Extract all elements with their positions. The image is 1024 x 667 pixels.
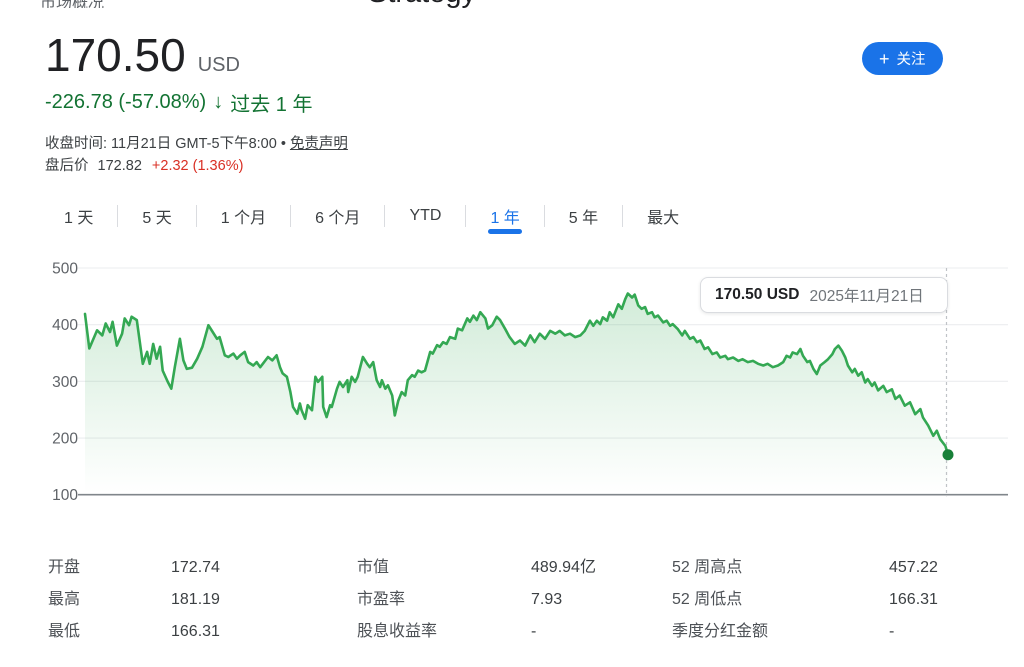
key-stats-table: 开盘 172.74 最高 181.19 最低 166.31 市值 489.94亿市盈率 7.93… <box>0 552 1024 652</box>
stat-label: 52 周低点 <box>672 591 743 608</box>
tab-divider <box>290 205 292 227</box>
tab-divider <box>622 205 624 227</box>
stat-label: 市值 <box>357 559 390 576</box>
y-axis-label: 400 <box>52 317 78 334</box>
time-range-tabs: 1 天 5 天 1 个月 6 个月 YTD 1 年 5 年 最大 <box>40 198 703 234</box>
follow-button-label: 关注 <box>896 52 926 68</box>
tab-divider <box>465 205 467 227</box>
stat-value: 166.31 <box>889 591 938 608</box>
stat-row: 市值 489.94亿 <box>357 552 657 584</box>
stat-row: 最低 166.31 <box>48 616 348 648</box>
stat-label: 最高 <box>48 591 81 608</box>
stat-label: 最低 <box>48 623 81 640</box>
stat-label: 开盘 <box>48 559 81 576</box>
stat-row: 季度分红金额 - <box>672 616 992 648</box>
stat-row: 股息收益率 - <box>357 616 657 648</box>
y-axis-label: 200 <box>52 431 78 448</box>
tab-ytd[interactable]: YTD <box>409 207 442 224</box>
currency-code: USD <box>197 54 240 76</box>
tab-divider <box>195 205 197 227</box>
stat-value: - <box>531 623 537 640</box>
chart-tooltip: 170.50 USD 2025年11月21日 <box>700 277 948 313</box>
tooltip-price: 170.50 USD <box>715 286 800 303</box>
after-hours-label: 盘后价 <box>45 158 89 174</box>
price-line <box>83 292 950 456</box>
clipped-breadcrumb-fragment: 市场概况 <box>40 0 104 8</box>
after-hours-price: 172.82 <box>97 158 142 174</box>
after-hours-change: +2.32 (1.36%) <box>151 158 244 174</box>
stat-value: 172.74 <box>171 559 220 576</box>
tab-1m[interactable]: 1 个月 <box>220 210 267 227</box>
stat-row: 开盘 172.74 <box>48 552 348 584</box>
tab-5y[interactable]: 5 年 <box>568 210 599 227</box>
tab-divider <box>543 205 545 227</box>
price-header: 170.50 USD <box>45 28 240 82</box>
stat-value: 489.94亿 <box>531 559 596 576</box>
tab-max[interactable]: 最大 <box>647 210 680 227</box>
stats-column: 开盘 172.74 最高 181.19 最低 166.31 <box>48 552 348 648</box>
tooltip-date: 2025年11月21日 <box>809 288 924 305</box>
disclaimer-link[interactable]: 免责声明 <box>289 136 348 152</box>
stat-value: 457.22 <box>889 559 938 576</box>
clipped-header-line: 市场概况 Strategy <box>0 0 1024 8</box>
tab-divider <box>384 205 386 227</box>
close-time-text: 收盘时间: 11月21日 GMT-5下午8:00 • <box>45 136 286 152</box>
plus-icon: + <box>879 48 890 69</box>
stat-value: 166.31 <box>171 623 220 640</box>
price-chart[interactable]: 100 200 300 400 500 <box>0 255 1024 515</box>
tab-1y[interactable]: 1 年 <box>466 198 543 234</box>
tab-6m[interactable]: 6 个月 <box>315 210 361 227</box>
stat-value: 181.19 <box>171 591 220 608</box>
stat-value: 7.93 <box>531 591 563 608</box>
stats-column: 市值 489.94亿市盈率 7.93 股息收益率 - <box>357 552 657 648</box>
clipped-stock-title: Strategy <box>368 0 476 8</box>
last-price-dot <box>942 449 954 461</box>
price-change-value: -226.78 (-57.08%) <box>45 91 207 113</box>
stat-row: 52 周高点 457.22 <box>672 552 992 584</box>
stat-row: 市盈率 7.93 <box>357 584 657 616</box>
arrow-down-icon: ↓ <box>213 91 224 113</box>
tab-1d[interactable]: 1 天 <box>64 210 94 227</box>
after-hours-info: 盘后价 172.82 +2.32 (1.36%) <box>45 154 243 175</box>
price-change-period: 过去 1 年 <box>230 94 313 116</box>
stat-row: 52 周低点 166.31 <box>672 584 992 616</box>
stats-column: 52 周高点 457.22 52 周低点 166.31 季度分红金额 - <box>672 552 992 648</box>
y-axis-label: 300 <box>52 374 78 391</box>
follow-button[interactable]: + 关注 <box>862 42 943 75</box>
stat-label: 股息收益率 <box>357 623 438 640</box>
current-price: 170.50 <box>45 29 186 81</box>
stat-label: 52 周高点 <box>672 559 743 576</box>
stat-label: 市盈率 <box>357 591 406 608</box>
tab-divider <box>117 205 119 227</box>
stat-value: - <box>889 623 895 640</box>
y-axis-label: 500 <box>52 261 78 278</box>
price-change-line: -226.78 (-57.08%) ↓ 过去 1 年 <box>45 88 312 117</box>
market-close-info: 收盘时间: 11月21日 GMT-5下午8:00 • 免责声明 <box>45 132 348 153</box>
stat-label: 季度分红金额 <box>672 623 769 640</box>
y-axis-label: 100 <box>52 487 78 504</box>
stat-row: 最高 181.19 <box>48 584 348 616</box>
tab-5d[interactable]: 5 天 <box>142 210 172 227</box>
price-area <box>85 293 948 495</box>
